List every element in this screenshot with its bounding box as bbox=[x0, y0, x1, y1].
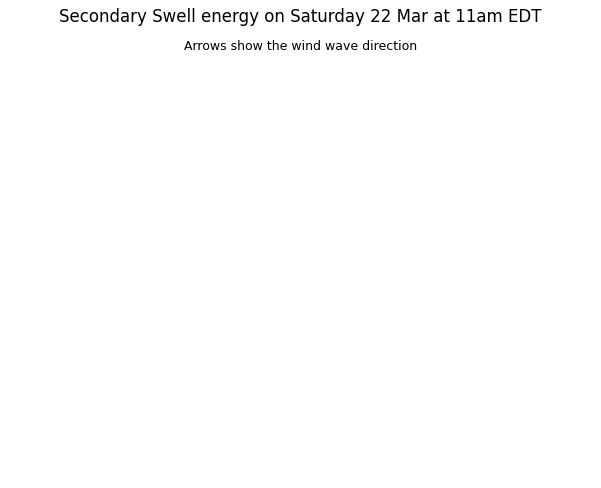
Text: Secondary Swell energy on Saturday 22 Mar at 11am EDT: Secondary Swell energy on Saturday 22 Ma… bbox=[59, 8, 542, 26]
Text: cartopy required: cartopy required bbox=[243, 265, 358, 279]
Text: Arrows show the wind wave direction: Arrows show the wind wave direction bbox=[184, 40, 417, 53]
